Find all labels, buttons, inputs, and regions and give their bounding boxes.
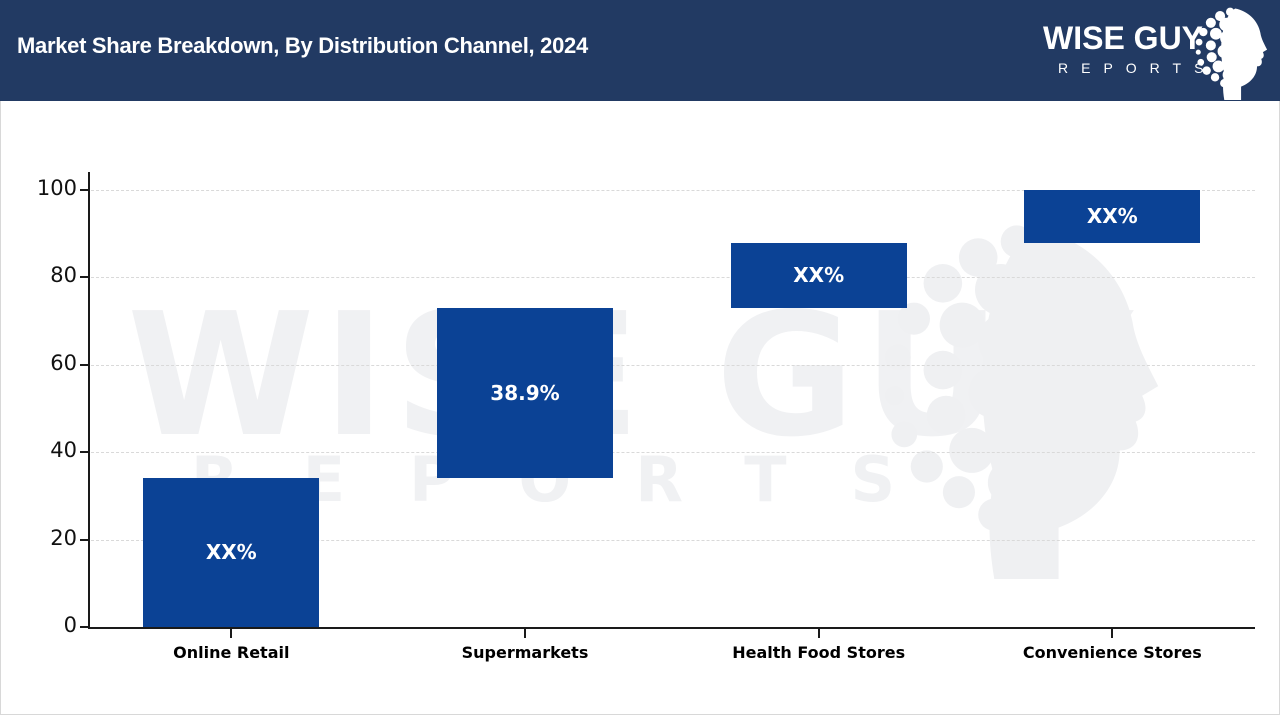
bar-value-label: XX% <box>1086 204 1138 229</box>
bar-value-label: XX% <box>205 540 257 565</box>
gridline <box>91 364 1255 366</box>
y-tick-label: 40 <box>50 438 77 462</box>
y-tick-mark <box>80 363 89 366</box>
gridline <box>91 539 1255 541</box>
chart-bar: XX% <box>730 243 907 308</box>
x-tick-mark <box>230 629 233 638</box>
y-tick-mark <box>80 188 89 191</box>
y-tick-label: 60 <box>50 350 77 375</box>
chart-bar: XX% <box>143 477 320 627</box>
gridline <box>91 189 1255 191</box>
chart-bar: XX% <box>1024 189 1201 244</box>
x-category-label: Supermarkets <box>461 643 589 662</box>
x-category-label: Convenience Stores <box>1022 643 1202 662</box>
bar-value-label: XX% <box>793 263 845 288</box>
x-tick-mark <box>1111 629 1114 638</box>
gridline <box>91 452 1255 453</box>
gridline <box>91 277 1255 278</box>
y-tick-mark <box>80 626 89 628</box>
y-tick-mark <box>80 276 89 278</box>
chart-bar: 38.9% <box>437 307 613 478</box>
x-category-label: Health Food Stores <box>732 643 906 662</box>
x-category-label: Online Retail <box>173 643 290 662</box>
wise-guy-head-icon <box>1188 6 1274 100</box>
y-axis <box>88 172 90 629</box>
y-tick-label: 100 <box>36 175 77 200</box>
header-bar: Market Share Breakdown, By Distribution … <box>0 0 1280 101</box>
chart-panel: WISE GUY REPORTS XX% 38.9% XX% XX% 0 20 40 60 8… <box>0 101 1280 715</box>
chart-title: Market Share Breakdown, By Distribution … <box>17 33 588 58</box>
y-tick-mark <box>80 538 89 541</box>
y-tick-mark <box>80 451 89 453</box>
bar-value-label: 38.9% <box>490 380 560 405</box>
x-tick-mark <box>817 629 820 638</box>
y-tick-label: 80 <box>50 263 77 287</box>
x-axis <box>88 627 1255 629</box>
logo-wordmark: WISE GUY <box>1043 20 1204 56</box>
y-tick-label: 0 <box>63 613 77 637</box>
y-tick-label: 20 <box>50 525 77 550</box>
x-tick-mark <box>524 629 526 638</box>
watermark-head-icon <box>859 219 1181 579</box>
logo-subtitle: REPORTS <box>1058 60 1217 76</box>
